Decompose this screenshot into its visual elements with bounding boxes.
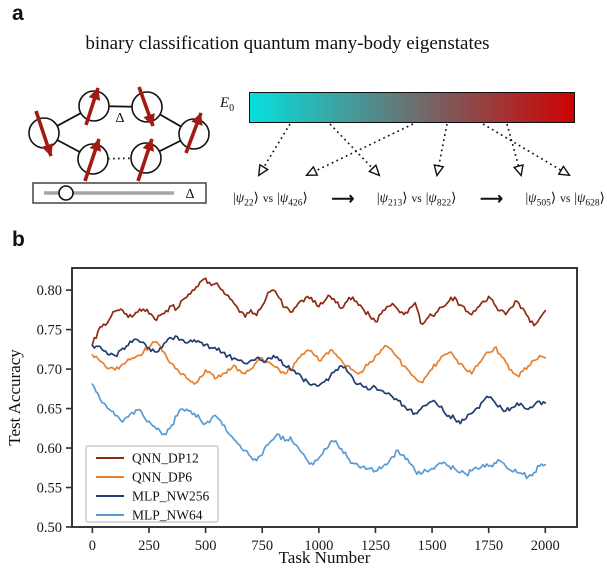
slider-knob <box>58 185 74 201</box>
x-axis-label: Task Number <box>279 548 371 567</box>
plot-frame <box>71 267 578 528</box>
task-sequence-arrow-1: ⟶ <box>331 191 354 208</box>
series-QNN_DP6 <box>91 340 547 385</box>
series-MLP_NW64 <box>91 383 547 480</box>
accuracy-chart: 0 250 500 750 1000 1250 1500 1750 2000 0.50 0.55 0.… <box>5 267 578 567</box>
vs-label: vs <box>262 193 274 205</box>
ket-psi628: |ψ628⟩ <box>574 189 605 209</box>
y-tick-label: 0.60 <box>37 441 62 457</box>
y-axis-label: Test Accuracy <box>5 349 24 446</box>
ket-psi22: |ψ22⟩ <box>233 189 259 209</box>
x-tick-label: 1000 <box>304 538 333 554</box>
y-tick-label: 0.80 <box>37 283 62 299</box>
assignment-arrows <box>259 123 569 175</box>
task-sequence-arrow-2: ⟶ <box>479 191 503 208</box>
x-tick-label: 750 <box>251 538 273 554</box>
y-tick-label: 0.50 <box>37 520 62 536</box>
slider-delta-label: Δ <box>185 187 194 202</box>
y-tick-label: 0.55 <box>37 481 62 497</box>
energy-colorbar <box>249 92 575 123</box>
vs-label: vs <box>560 193 571 205</box>
series-MLP_NW256 <box>91 335 547 425</box>
x-tick-label: 1250 <box>361 538 390 554</box>
eigenstate-pair-1: |ψ22⟩ vs |ψ426⟩ <box>233 190 308 209</box>
x-tick-label: 500 <box>195 538 217 554</box>
vs-label: vs <box>411 193 422 205</box>
spin-arrows <box>34 86 203 182</box>
y-tick-label: 0.70 <box>37 362 62 378</box>
spin-chain-diagram: Δ Δ <box>28 86 607 204</box>
legend-label-QNN_DP6: QNN_DP6 <box>132 470 192 485</box>
ket-psi505: |ψ505⟩ <box>525 189 557 209</box>
ket-psi822: |ψ822⟩ <box>425 189 457 209</box>
panel-a-title: binary classification quantum many-body … <box>85 33 490 54</box>
legend-label-QNN_DP12: QNN_DP12 <box>132 451 199 466</box>
ket-psi213: |ψ213⟩ <box>376 189 408 209</box>
x-tick-label: 0 <box>89 538 96 554</box>
panel-b-letter: b <box>12 228 25 251</box>
y-tick-label: 0.75 <box>37 323 62 339</box>
delta-slider: Δ <box>32 182 207 204</box>
ket-psi426: |ψ426⟩ <box>277 189 308 209</box>
eigenstate-pair-2: |ψ213⟩ vs |ψ822⟩ <box>377 190 456 209</box>
eigenstate-pairs-row: |ψ22⟩ vs |ψ426⟩ ⟶ |ψ213⟩ vs |ψ822⟩ ⟶ |ψ5… <box>233 189 605 209</box>
spin-sites <box>28 90 210 175</box>
panel-a-letter: a <box>12 2 24 25</box>
x-tick-label: 1500 <box>418 538 447 554</box>
x-tick-label: 2000 <box>531 538 560 554</box>
bond-delta-label: Δ <box>115 111 124 126</box>
eigenstate-pair-3: |ψ505⟩ vs |ψ628⟩ <box>525 190 604 209</box>
legend-box <box>85 445 219 523</box>
x-tick-label: 1750 <box>474 538 503 554</box>
x-tick-label: 250 <box>138 538 160 554</box>
legend-label-MLP_NW256: MLP_NW256 <box>132 489 209 504</box>
series-QNN_DP12 <box>91 277 547 346</box>
y-tick-label: 0.65 <box>37 402 62 418</box>
energy-label: E0 <box>220 95 235 114</box>
legend-label-MLP_NW64: MLP_NW64 <box>132 508 203 523</box>
